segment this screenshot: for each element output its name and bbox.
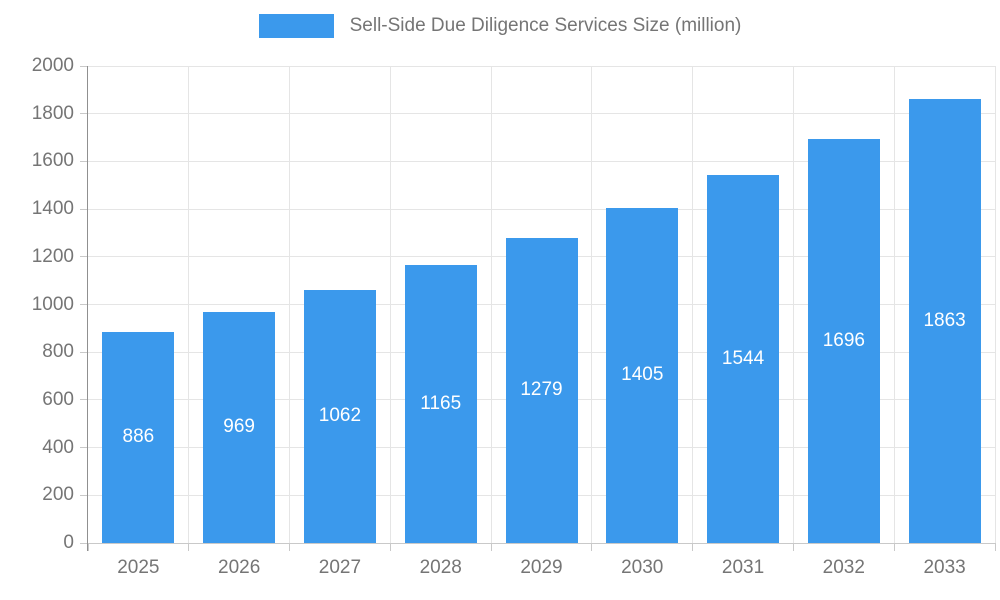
y-axis-label: 200 xyxy=(42,484,74,506)
x-axis-label: 2026 xyxy=(218,557,261,578)
x-axis-label: 2027 xyxy=(318,557,362,578)
y-axis-line xyxy=(87,66,88,551)
bar-value-label: 1863 xyxy=(923,309,966,331)
x-axis-tick xyxy=(994,543,996,551)
bar-value-label: 886 xyxy=(122,426,155,448)
y-axis-label: 1200 xyxy=(31,245,74,267)
y-axis-label: 0 xyxy=(63,532,74,553)
x-axis-tick xyxy=(289,543,291,551)
bar-2031[interactable] xyxy=(707,174,780,543)
y-axis-tick xyxy=(80,160,88,162)
y-axis-label: 800 xyxy=(42,341,74,363)
x-axis-label: 2030 xyxy=(621,557,664,578)
gridline-y xyxy=(88,160,995,162)
gridline-x xyxy=(289,66,291,543)
gridline-y xyxy=(88,208,995,210)
y-axis-label: 600 xyxy=(42,388,74,410)
y-axis-label: 1400 xyxy=(31,198,74,220)
bar-2029[interactable] xyxy=(505,237,578,543)
x-axis-label: 2031 xyxy=(721,557,765,578)
bar-value-label: 969 xyxy=(223,416,255,438)
x-axis-tick xyxy=(490,543,492,551)
x-axis-tick xyxy=(692,543,694,551)
legend-item[interactable]: Sell-Side Due Diligence Services Size (m… xyxy=(258,14,742,38)
y-axis-tick xyxy=(80,304,88,305)
bar-2030[interactable] xyxy=(606,207,679,543)
bar-2025[interactable] xyxy=(102,331,175,543)
x-axis-label: 2028 xyxy=(419,557,462,578)
bar-2028[interactable] xyxy=(404,265,477,543)
gridline-x xyxy=(389,66,391,543)
bar-2027[interactable] xyxy=(303,289,376,543)
y-axis-tick xyxy=(80,542,88,544)
y-axis-label: 1600 xyxy=(31,150,74,172)
gridline-x xyxy=(490,66,492,543)
y-axis-tick xyxy=(80,494,88,496)
legend-swatch-icon xyxy=(258,14,334,38)
gridline-y xyxy=(88,113,995,115)
bar-value-label: 1696 xyxy=(822,329,865,351)
x-axis-tick xyxy=(87,543,89,551)
x-axis-label: 2033 xyxy=(923,557,966,578)
x-axis-tick xyxy=(188,543,190,551)
x-axis-label: 2032 xyxy=(822,557,865,578)
bar-2026[interactable] xyxy=(203,311,276,543)
y-axis-label: 400 xyxy=(42,436,74,458)
y-axis-tick xyxy=(80,447,88,449)
gridline-x xyxy=(188,66,190,543)
y-axis-tick xyxy=(80,351,88,353)
gridline-x xyxy=(893,66,895,543)
bar-value-label: 1405 xyxy=(621,364,664,386)
x-axis-label: 2029 xyxy=(520,557,563,578)
bar-2033[interactable] xyxy=(908,98,981,543)
y-axis-tick xyxy=(80,113,88,115)
x-axis-tick xyxy=(389,543,391,551)
y-axis-tick xyxy=(80,208,88,210)
bar-value-label: 1165 xyxy=(420,393,462,415)
bar-value-label: 1062 xyxy=(318,405,362,427)
y-axis-label: 1000 xyxy=(31,293,74,315)
legend-label: Sell-Side Due Diligence Services Size (m… xyxy=(349,15,742,36)
x-axis-line xyxy=(88,543,995,544)
gridline-x xyxy=(591,66,593,543)
x-axis-tick xyxy=(591,543,593,551)
gridline-x xyxy=(994,66,996,543)
gridline-x xyxy=(692,66,694,543)
y-axis-label: 2000 xyxy=(31,55,74,76)
x-axis-label: 2025 xyxy=(117,557,160,578)
legend: Sell-Side Due Diligence Services Size (m… xyxy=(0,14,1000,38)
x-axis-tick xyxy=(792,543,794,551)
bar-value-label: 1279 xyxy=(520,379,563,401)
y-axis-tick xyxy=(80,65,88,67)
gridline-x xyxy=(792,66,794,543)
y-axis-label: 1800 xyxy=(31,102,74,124)
bar-2032[interactable] xyxy=(807,138,880,543)
gridline-y xyxy=(88,65,995,67)
y-axis-tick xyxy=(80,256,88,258)
x-axis-tick xyxy=(893,543,895,551)
y-axis-tick xyxy=(80,399,88,401)
bar-value-label: 1544 xyxy=(721,347,765,369)
